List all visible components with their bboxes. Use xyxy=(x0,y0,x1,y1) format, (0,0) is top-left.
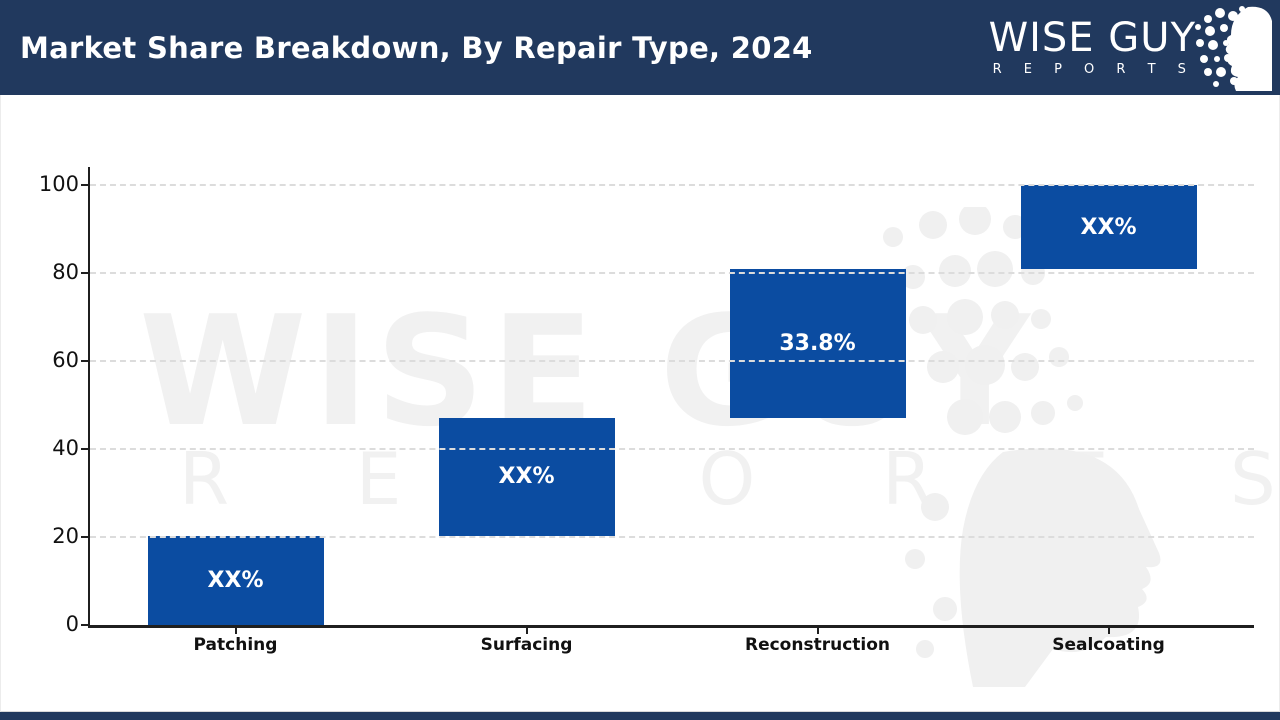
y-tick xyxy=(81,448,89,450)
bar-value-label: 33.8% xyxy=(779,330,856,356)
x-label-surfacing: Surfacing xyxy=(480,635,573,655)
page-title: Market Share Breakdown, By Repair Type, … xyxy=(20,30,813,65)
y-tick xyxy=(81,536,89,538)
y-tick-label-60: 60 xyxy=(52,348,79,372)
y-tick-label-40: 40 xyxy=(52,436,79,460)
y-tick-label-0: 0 xyxy=(65,612,79,636)
x-label-sealcoating: Sealcoating xyxy=(1052,635,1165,655)
chart-area: WISE GUY R E P O R T S XX% Patching XX% Sur… xyxy=(0,95,1280,712)
x-label-reconstruction: Reconstruction xyxy=(744,635,891,655)
gridline-40 xyxy=(90,448,1254,450)
gridline-80 xyxy=(90,272,1254,274)
y-tick-label-80: 80 xyxy=(52,260,79,284)
waterfall-chart: XX% Patching XX% Surfacing 33.8% Reconstructi… xyxy=(1,95,1279,711)
bar-value-label: XX% xyxy=(498,464,555,490)
y-tick xyxy=(81,184,89,186)
bar-surfacing: XX% xyxy=(438,417,615,536)
brand-subtitle: R E P O R T S xyxy=(992,62,1195,77)
gridline-60 xyxy=(90,360,1254,362)
x-tick xyxy=(525,625,528,634)
bar-reconstruction: 33.8% xyxy=(729,269,906,418)
x-label-patching: Patching xyxy=(193,635,278,655)
brand-logo: WISE GUY R E P O R T S xyxy=(989,0,1274,95)
y-tick xyxy=(81,360,89,362)
x-tick xyxy=(234,625,237,634)
y-tick-label-20: 20 xyxy=(52,524,79,548)
footer-bar xyxy=(0,712,1280,720)
gridline-100 xyxy=(90,184,1254,186)
y-tick-label-100: 100 xyxy=(38,172,79,196)
y-tick xyxy=(81,624,89,626)
bar-sealcoating: XX% xyxy=(1020,185,1197,270)
bar-value-label: XX% xyxy=(1080,214,1137,240)
x-tick xyxy=(816,625,819,634)
bar-value-label: XX% xyxy=(207,567,264,593)
brand-name: WISE GUY xyxy=(988,15,1196,61)
y-tick xyxy=(81,272,89,274)
x-axis-line xyxy=(88,625,1254,628)
gridline-20 xyxy=(90,536,1254,538)
brand-wordmark: WISE GUY R E P O R T S xyxy=(989,18,1196,77)
y-axis-line xyxy=(88,167,90,627)
dotted-head-logo-icon xyxy=(1195,5,1272,91)
bar-patching: XX% xyxy=(147,535,324,625)
header: Market Share Breakdown, By Repair Type, … xyxy=(0,0,1280,95)
x-tick xyxy=(1107,625,1110,634)
